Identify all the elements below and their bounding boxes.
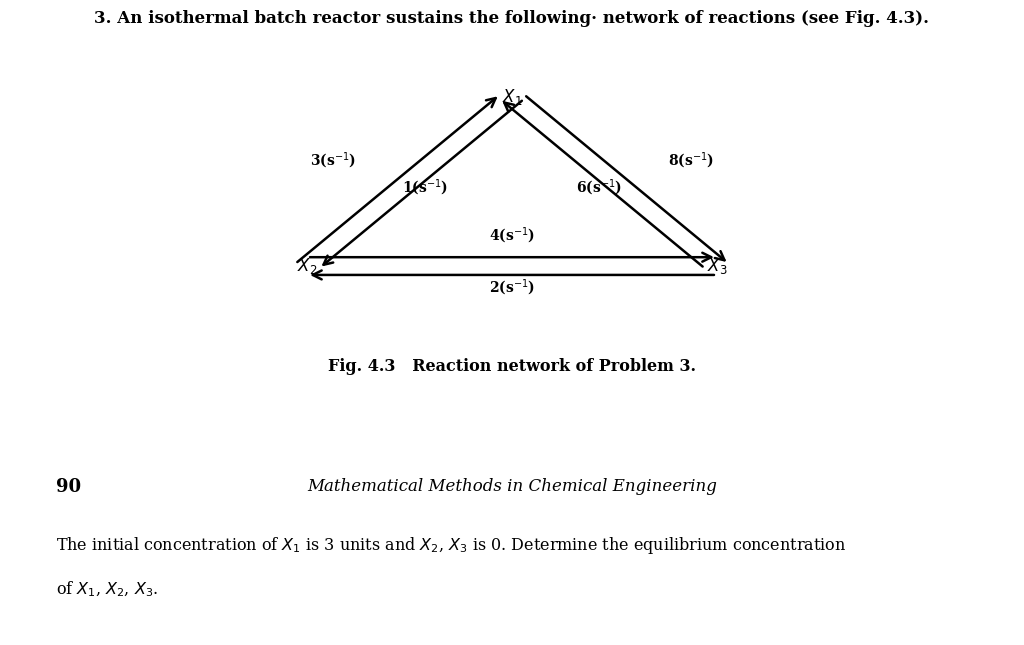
Text: The initial concentration of $X_1$ is 3 units and $X_2$, $X_3$ is 0. Determine t: The initial concentration of $X_1$ is 3 …: [56, 535, 847, 557]
Text: 3(s$^{-1}$): 3(s$^{-1}$): [309, 151, 356, 172]
Text: 4(s$^{-1}$): 4(s$^{-1}$): [488, 226, 536, 246]
Text: 2(s$^{-1}$): 2(s$^{-1}$): [488, 278, 536, 299]
Text: Mathematical Methods in Chemical Engineering: Mathematical Methods in Chemical Enginee…: [307, 479, 717, 495]
Text: 90: 90: [56, 479, 82, 497]
Text: Fig. 4.3   Reaction network of Problem 3.: Fig. 4.3 Reaction network of Problem 3.: [328, 359, 696, 375]
Text: $X_1$: $X_1$: [502, 86, 522, 107]
Text: $X_2$: $X_2$: [297, 256, 317, 276]
Text: 6(s$^{-1}$): 6(s$^{-1}$): [575, 177, 623, 197]
Text: 1(s$^{-1}$): 1(s$^{-1}$): [401, 177, 449, 197]
Text: $X_3$: $X_3$: [707, 256, 727, 276]
Text: 3. An isothermal batch reactor sustains the following· network of reactions (see: 3. An isothermal batch reactor sustains …: [94, 10, 930, 27]
Text: of $X_1$, $X_2$, $X_3$.: of $X_1$, $X_2$, $X_3$.: [56, 579, 159, 599]
Text: 8(s$^{-1}$): 8(s$^{-1}$): [668, 151, 715, 172]
